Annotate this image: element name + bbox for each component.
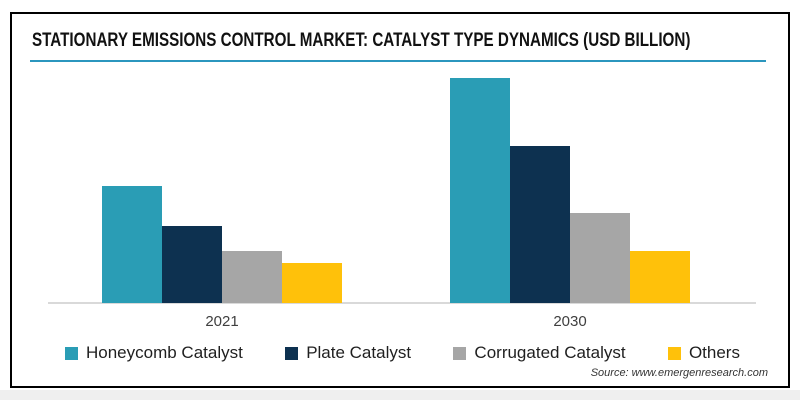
legend-swatch-plate-catalyst	[285, 346, 299, 360]
bar-plate-catalyst-2030	[510, 145, 570, 303]
legend-item-plate-catalyst: Plate Catalyst	[285, 343, 411, 363]
bar-corrugated-catalyst-2030	[570, 213, 630, 303]
x-axis-line	[48, 302, 756, 304]
legend-label-honeycomb-catalyst: Honeycomb Catalyst	[86, 343, 243, 362]
legend-swatch-corrugated-catalyst	[453, 346, 467, 360]
x-tick-label-2030: 2030	[553, 313, 587, 330]
chart-title: STATIONARY EMISSIONS CONTROL MARKET: CAT…	[32, 30, 691, 51]
bar-corrugated-catalyst-2021	[222, 250, 282, 303]
bar-others-2021	[282, 263, 342, 303]
source-note: Source: www.emergenresearch.com	[590, 367, 768, 379]
x-tick-label-2021: 2021	[205, 313, 239, 330]
legend-label-corrugated-catalyst: Corrugated Catalyst	[474, 343, 626, 362]
bar-honeycomb-catalyst-2030	[450, 78, 510, 303]
bar-plate-catalyst-2021	[162, 225, 222, 303]
title-underline	[30, 60, 766, 62]
legend-item-corrugated-catalyst: Corrugated Catalyst	[453, 343, 626, 363]
legend: Honeycomb Catalyst Plate Catalyst Corrugat…	[65, 343, 740, 363]
legend-swatch-honeycomb-catalyst	[65, 346, 78, 360]
bottom-strip	[0, 390, 800, 400]
legend-item-others: Others	[667, 343, 740, 363]
bar-honeycomb-catalyst-2021	[102, 185, 162, 303]
legend-item-honeycomb-catalyst: Honeycomb Catalyst	[65, 343, 243, 363]
legend-label-others: Others	[688, 343, 740, 362]
legend-swatch-others	[667, 346, 681, 360]
bar-others-2030	[630, 250, 690, 303]
legend-label-plate-catalyst: Plate Catalyst	[306, 343, 412, 362]
